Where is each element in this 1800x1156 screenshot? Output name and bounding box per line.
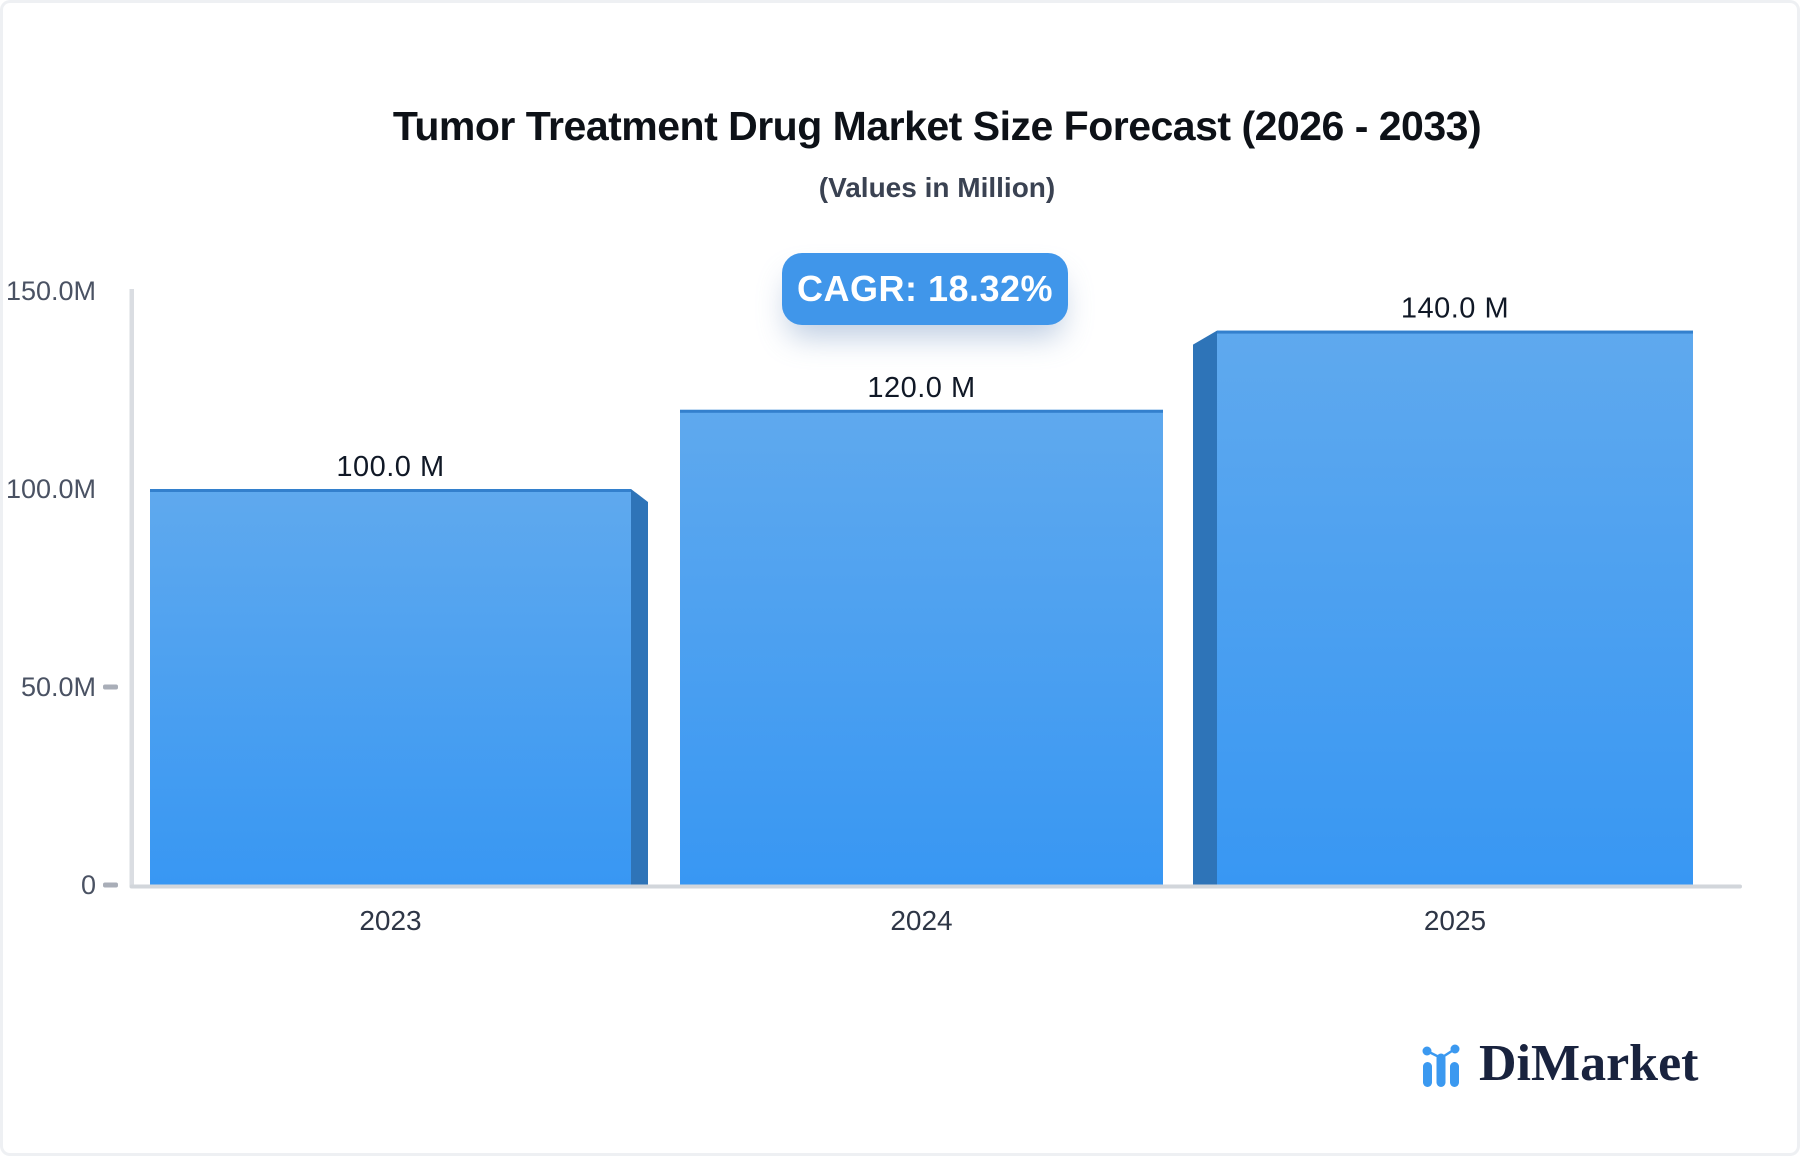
bar-top-border-2024: [680, 409, 1163, 413]
y-tick-mark: [103, 684, 118, 690]
bar-top-border-2025: [1217, 330, 1693, 334]
y-tick-mark: [103, 882, 118, 888]
y-tick-label: 0: [81, 870, 96, 900]
x-axis-line: [129, 884, 1742, 889]
chart-title: Tumor Treatment Drug Market Size Forecas…: [392, 103, 1482, 149]
bar-line-chart-icon: [1422, 1044, 1460, 1087]
bar-value-label-2023: 100.0 M: [336, 451, 444, 483]
x-axis-label-2025: 2025: [1424, 905, 1486, 936]
bar-2025[interactable]: [1217, 330, 1693, 886]
cagr-badge: CAGR: 18.32%: [782, 253, 1068, 325]
bar-side-face-2025: [1193, 330, 1217, 886]
bar-value-label-2024: 120.0 M: [867, 372, 975, 404]
x-axis-label-2024: 2024: [890, 905, 952, 936]
bar-value-label-2025: 140.0 M: [1401, 293, 1509, 325]
bar-2023[interactable]: [150, 489, 631, 885]
y-tick-label: 50.0M: [21, 672, 96, 702]
y-tick-label: 100.0M: [6, 474, 96, 504]
brand-logo: DiMarket: [1420, 1036, 1698, 1092]
x-axis-label-2023: 2023: [359, 905, 421, 936]
bar-2024[interactable]: [680, 409, 1163, 885]
y-axis-line: [129, 289, 134, 886]
bar-side-face-2023: [631, 489, 648, 885]
brand-logo-text: DiMarket: [1479, 1035, 1699, 1092]
bar-top-border-2023: [150, 489, 631, 492]
chart-subtitle: (Values in Million): [818, 172, 1056, 203]
y-tick-label: 150.0M: [6, 276, 96, 306]
